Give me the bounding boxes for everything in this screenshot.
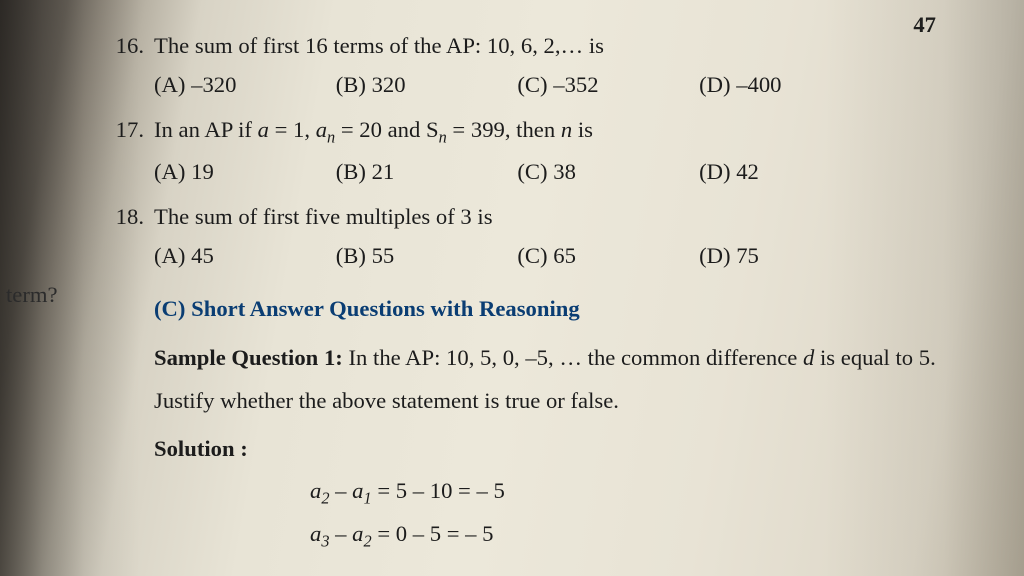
question-17: 17. In an AP if a = 1, an = 20 and Sn = … xyxy=(110,112,944,189)
option-c: (C) –352 xyxy=(517,67,699,102)
option-c: (C) 65 xyxy=(517,238,699,273)
solution-line-2: a3 – a2 = 0 – 5 = – 5 xyxy=(310,513,944,557)
options-row: (A) –320 (B) 320 (C) –352 (D) –400 xyxy=(154,67,944,102)
solution-line-1: a2 – a1 = 5 – 10 = – 5 xyxy=(310,470,944,514)
option-d: (D) 75 xyxy=(699,238,881,273)
page: 47 16. The sum of first 16 terms of the … xyxy=(0,0,1024,576)
option-c: (C) 38 xyxy=(517,154,699,189)
option-b: (B) 21 xyxy=(336,154,518,189)
page-number: 47 xyxy=(913,12,936,38)
question-number: 16. xyxy=(110,28,144,63)
option-d: (D) –400 xyxy=(699,67,881,102)
sample-body: In the AP: 10, 5, 0, –5, … the common di… xyxy=(349,345,936,370)
option-a: (A) –320 xyxy=(154,67,336,102)
question-18: 18. The sum of first five multiples of 3… xyxy=(110,199,944,273)
question-stem: The sum of first five multiples of 3 is xyxy=(154,199,944,234)
option-d: (D) 42 xyxy=(699,154,881,189)
question-number: 18. xyxy=(110,199,144,234)
sample-justify: Justify whether the above statement is t… xyxy=(154,379,944,422)
question-stem: In an AP if a = 1, an = 20 and Sn = 399,… xyxy=(154,112,944,150)
section-title: (C) Short Answer Questions with Reasonin… xyxy=(154,296,944,322)
solution-label: Solution : xyxy=(154,436,944,462)
option-b: (B) 55 xyxy=(336,238,518,273)
margin-note-term: term? xyxy=(6,282,58,308)
sample-question: Sample Question 1: In the AP: 10, 5, 0, … xyxy=(154,336,944,422)
options-row: (A) 19 (B) 21 (C) 38 (D) 42 xyxy=(154,154,944,189)
solution-work: a2 – a1 = 5 – 10 = – 5 a3 – a2 = 0 – 5 =… xyxy=(310,470,944,557)
option-a: (A) 19 xyxy=(154,154,336,189)
question-number: 17. xyxy=(110,112,144,150)
option-a: (A) 45 xyxy=(154,238,336,273)
question-16: 16. The sum of first 16 terms of the AP:… xyxy=(110,28,944,102)
options-row: (A) 45 (B) 55 (C) 65 (D) 75 xyxy=(154,238,944,273)
sample-label: Sample Question 1: xyxy=(154,345,343,370)
question-stem: The sum of first 16 terms of the AP: 10,… xyxy=(154,28,944,63)
option-b: (B) 320 xyxy=(336,67,518,102)
